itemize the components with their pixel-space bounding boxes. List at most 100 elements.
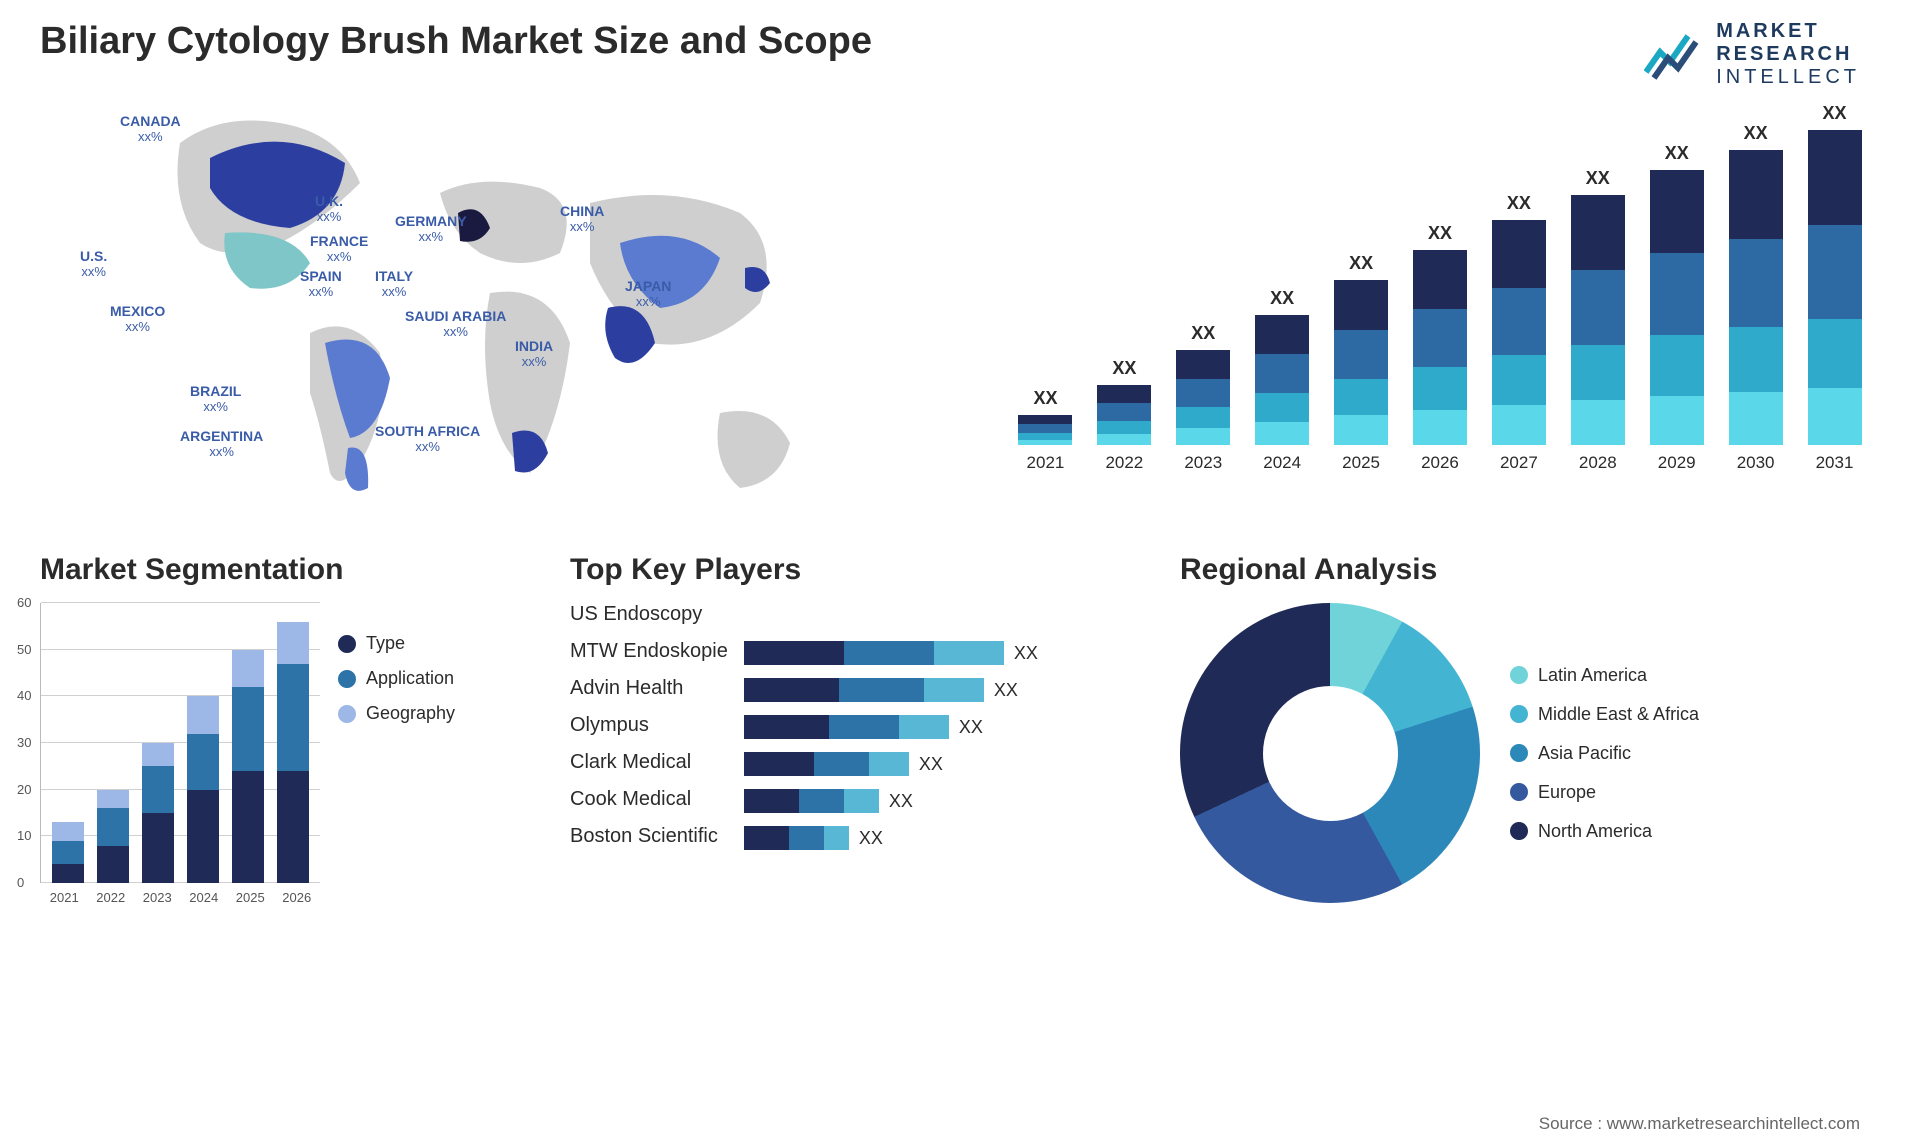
bar-year-label: 2030 — [1737, 453, 1775, 473]
segmentation-chart: 0102030405060202120222023202420252026 — [40, 603, 320, 883]
map-label: ARGENTINAxx% — [180, 428, 263, 459]
seg-bar — [142, 743, 174, 883]
stacked-bar — [1255, 315, 1309, 445]
bar-value-label: XX — [1823, 103, 1847, 124]
main-bar-col: XX2022 — [1097, 358, 1151, 473]
regional-legend: Latin America Middle East & Africa Asia Pa… — [1510, 665, 1699, 842]
bar-value-label: XX — [1191, 323, 1215, 344]
bar-year-label: 2026 — [1421, 453, 1459, 473]
bar-value-label: XX — [1270, 288, 1294, 309]
bar-value-label: XX — [1744, 123, 1768, 144]
seg-bar — [187, 696, 219, 883]
bar-year-label: 2024 — [1263, 453, 1301, 473]
seg-bar — [97, 790, 129, 883]
player-name: Olympus — [570, 714, 728, 740]
player-name: MTW Endoskopie — [570, 640, 728, 666]
bar-value-label: XX — [1507, 193, 1531, 214]
player-bars-chart: XX XX XX XX XX XX — [744, 603, 1038, 851]
player-value-label: XX — [959, 717, 983, 738]
logo-text-3: INTELLECT — [1716, 66, 1860, 89]
legend-item: Middle East & Africa — [1510, 704, 1699, 725]
bar-value-label: XX — [1586, 168, 1610, 189]
bar-value-label: XX — [1033, 388, 1057, 409]
logo-text-2: RESEARCH — [1716, 43, 1860, 66]
bar-value-label: XX — [1428, 223, 1452, 244]
bar-year-label: 2025 — [1342, 453, 1380, 473]
player-value-label: XX — [889, 791, 913, 812]
map-label: GERMANYxx% — [395, 213, 467, 244]
stacked-bar — [1492, 220, 1546, 445]
world-map: CANADAxx% U.S.xx%MEXICOxx% BRAZILxx% ARGENT… — [40, 93, 940, 513]
stacked-bar — [1808, 130, 1862, 445]
player-value-label: XX — [859, 828, 883, 849]
main-bar-col: XX 2026 — [1413, 223, 1467, 473]
player-bar-row: XX — [744, 788, 1038, 814]
player-bar-row: XX — [744, 640, 1038, 666]
bar-value-label: XX — [1349, 253, 1373, 274]
player-name: Boston Scientific — [570, 825, 728, 851]
legend-item: Europe — [1510, 782, 1699, 803]
player-bar-row: XX — [744, 677, 1038, 703]
main-bar-col: XX 2027 — [1492, 193, 1546, 473]
stacked-bar — [1097, 385, 1151, 445]
stacked-bar — [1334, 280, 1388, 445]
bar-year-label: 2022 — [1105, 453, 1143, 473]
map-label: ITALYxx% — [375, 268, 413, 299]
seg-bar — [232, 650, 264, 883]
map-label: JAPANxx% — [625, 278, 671, 309]
map-label: FRANCExx% — [310, 233, 368, 264]
player-bar-row: XX — [744, 751, 1038, 777]
stacked-bar — [1176, 350, 1230, 445]
map-label: MEXICOxx% — [110, 303, 165, 334]
stacked-bar — [1571, 195, 1625, 445]
legend-item: Latin America — [1510, 665, 1699, 686]
map-label: INDIAxx% — [515, 338, 553, 369]
page-title: Biliary Cytology Brush Market Size and S… — [40, 20, 1880, 63]
segmentation-title: Market Segmentation — [40, 553, 520, 587]
main-bar-col: XX 2028 — [1571, 168, 1625, 473]
main-bar-col: XX2023 — [1176, 323, 1230, 473]
segmentation-legend: TypeApplicationGeography — [338, 603, 455, 883]
key-players-panel: Top Key Players US EndoscopyMTW Endoskop… — [570, 553, 1130, 903]
legend-item: Asia Pacific — [1510, 743, 1699, 764]
map-label: SOUTH AFRICAxx% — [375, 423, 480, 454]
logo: MARKET RESEARCH INTELLECT — [1644, 20, 1860, 89]
main-bar-col: XX 2030 — [1729, 123, 1783, 473]
source-attribution: Source : www.marketresearchintellect.com — [1539, 1114, 1860, 1134]
seg-bar — [52, 822, 84, 883]
legend-item: Application — [338, 668, 455, 689]
map-label: BRAZILxx% — [190, 383, 241, 414]
bar-year-label: 2031 — [1816, 453, 1854, 473]
map-label: SPAINxx% — [300, 268, 342, 299]
regional-panel: Regional Analysis Latin AmericaMiddle Ea… — [1180, 553, 1880, 903]
logo-mark-icon — [1644, 28, 1704, 82]
player-value-label: XX — [1014, 643, 1038, 664]
player-value-label: XX — [994, 680, 1018, 701]
player-name: US Endoscopy — [570, 603, 728, 629]
bar-year-label: 2028 — [1579, 453, 1617, 473]
player-name: Cook Medical — [570, 788, 728, 814]
main-bar-col: XX2029 — [1650, 143, 1704, 473]
main-bar-col: XX 2031 — [1808, 103, 1862, 473]
bar-year-label: 2027 — [1500, 453, 1538, 473]
legend-item: Geography — [338, 703, 455, 724]
logo-text-1: MARKET — [1716, 20, 1860, 43]
stacked-bar — [1018, 415, 1072, 445]
seg-bar — [277, 622, 309, 883]
main-bar-col: XX 2021 — [1018, 388, 1072, 473]
bar-year-label: 2029 — [1658, 453, 1696, 473]
bar-year-label: 2021 — [1027, 453, 1065, 473]
map-label: U.S.xx% — [80, 248, 107, 279]
main-growth-chart: XX2021XX2022XX2023XX2024XX2025XX2026XX20… — [980, 93, 1880, 513]
player-names-list: US EndoscopyMTW EndoskopieAdvin HealthOl… — [570, 603, 728, 851]
map-label: CHINAxx% — [560, 203, 604, 234]
map-label: CANADAxx% — [120, 113, 181, 144]
stacked-bar — [1650, 170, 1704, 445]
player-value-label: XX — [919, 754, 943, 775]
stacked-bar — [1413, 250, 1467, 445]
stacked-bar — [1729, 150, 1783, 445]
regional-donut-chart — [1180, 603, 1480, 903]
map-label: SAUDI ARABIAxx% — [405, 308, 506, 339]
main-bar-col: XX 2025 — [1334, 253, 1388, 473]
world-map-svg — [40, 93, 940, 513]
